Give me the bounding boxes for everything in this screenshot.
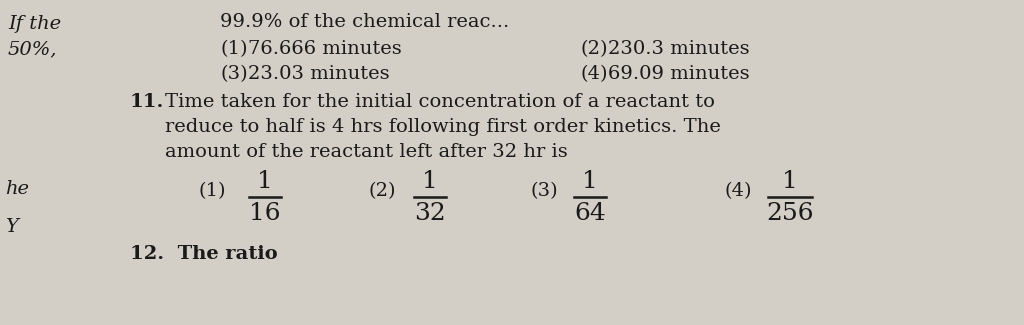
Text: 230.3 minutes: 230.3 minutes [608,40,750,58]
Text: (4): (4) [580,65,607,83]
Text: 256: 256 [766,202,814,225]
Text: Time taken for the initial concentration of a reactant to: Time taken for the initial concentration… [165,93,715,111]
Text: (2): (2) [368,182,395,200]
Text: 12.  The ratio: 12. The ratio [130,245,278,263]
Text: he: he [5,180,29,198]
Text: (1): (1) [220,40,248,58]
Text: 50%,: 50%, [8,40,57,58]
Text: (3): (3) [220,65,248,83]
Text: amount of the reactant left after 32 hr is: amount of the reactant left after 32 hr … [165,143,567,161]
Text: Y: Y [5,218,17,236]
Text: (2): (2) [580,40,607,58]
Text: 99.9% of the chemical reac...: 99.9% of the chemical reac... [220,13,509,31]
Text: (3): (3) [530,182,558,200]
Text: 16: 16 [249,202,281,225]
Text: (1): (1) [198,182,225,200]
Text: reduce to half is 4 hrs following first order kinetics. The: reduce to half is 4 hrs following first … [165,118,721,136]
Text: 1: 1 [782,170,798,192]
Text: If the: If the [8,15,61,33]
Text: 11.: 11. [130,93,165,111]
Text: 69.09 minutes: 69.09 minutes [608,65,750,83]
Text: 1: 1 [582,170,598,192]
Text: 1: 1 [257,170,272,192]
Text: 76.666 minutes: 76.666 minutes [248,40,401,58]
Text: 23.03 minutes: 23.03 minutes [248,65,389,83]
Text: 1: 1 [422,170,438,192]
Text: 64: 64 [574,202,606,225]
Text: 32: 32 [414,202,445,225]
Text: (4): (4) [725,182,753,200]
